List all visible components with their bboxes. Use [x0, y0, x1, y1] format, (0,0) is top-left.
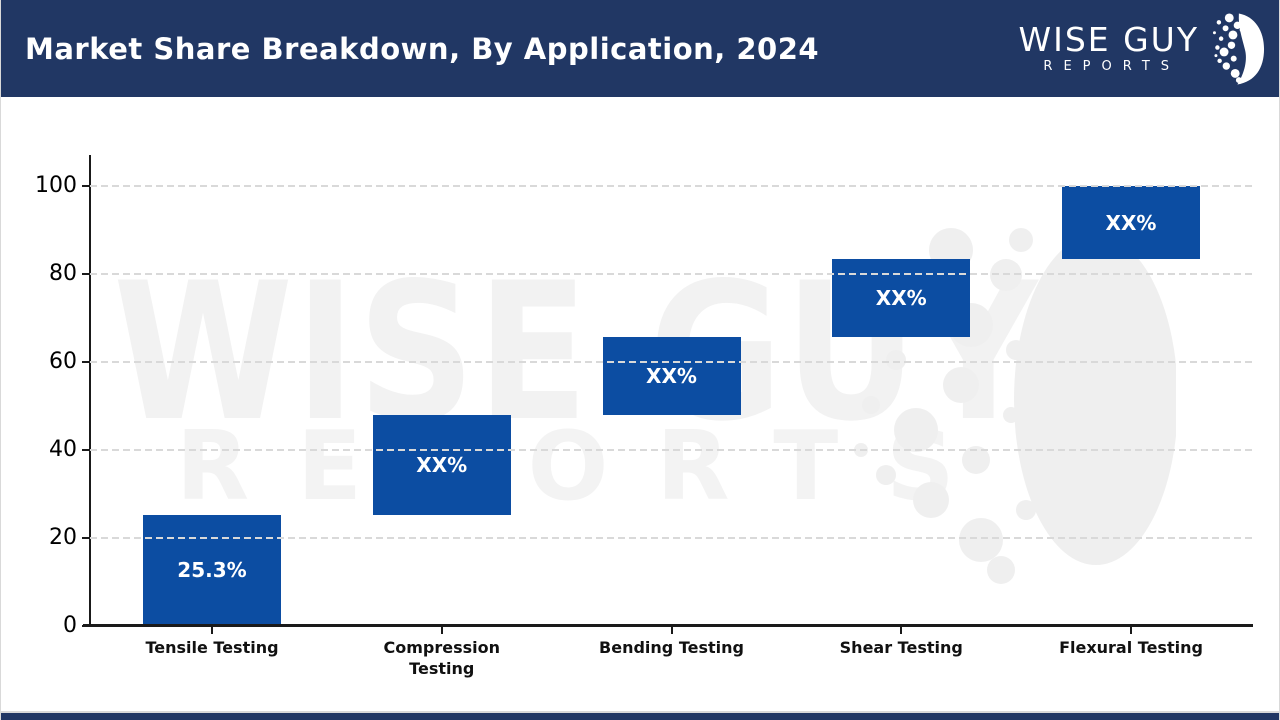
bar-compression-testing: XX% [372, 414, 511, 515]
page-title: Market Share Breakdown, By Application, … [25, 31, 820, 66]
logo-wordmark: WISE GUY [1018, 19, 1199, 59]
x-tick-mark [900, 626, 903, 634]
footer-bar [1, 711, 1279, 720]
watermark-reports: REPORTS [176, 412, 1003, 522]
y-tick-label-40: 40 [49, 437, 77, 462]
y-tick-mark-100 [82, 185, 90, 187]
category-label-5: Flexural Testing [1059, 638, 1203, 657]
logo-text: WISE GUY REPORTS [1018, 19, 1199, 75]
y-tick-mark-80 [82, 273, 90, 275]
header-banner: Market Share Breakdown, By Application, … [1, 0, 1279, 97]
y-tick-label-0: 0 [63, 613, 77, 638]
bar-value-label: 25.3% [177, 558, 247, 583]
y-tick-label-100: 100 [35, 173, 77, 198]
bar-value-label: XX% [1105, 210, 1157, 235]
bar-shear-testing: XX% [832, 259, 971, 337]
head-profile-icon [1212, 12, 1265, 85]
y-tick-mark-60 [82, 361, 90, 363]
bar-tensile-testing: 25.3% [143, 514, 281, 626]
y-tick-label-60: 60 [49, 349, 77, 374]
category-label-1: Tensile Testing [145, 638, 279, 657]
y-tick-label-20: 20 [49, 525, 77, 550]
x-tick-mark [440, 626, 443, 634]
gridline-40 [90, 449, 1253, 451]
bar-value-label: XX% [875, 286, 927, 311]
y-tick-label-80: 80 [49, 261, 77, 286]
category-label-3: Bending Testing [599, 638, 744, 657]
y-tick-mark-20 [82, 537, 90, 539]
bar-value-label: XX% [416, 452, 468, 477]
gridline-100 [90, 185, 1253, 187]
x-tick-mark [1130, 626, 1132, 634]
bar-flexural-testing: XX% [1062, 186, 1200, 260]
y-axis-line [89, 155, 91, 626]
category-label-4: Shear Testing [839, 638, 963, 657]
gridline-80 [90, 273, 1253, 275]
y-tick-mark-40 [82, 449, 90, 451]
bar-value-label: XX% [646, 363, 697, 388]
category-label-2: Compression Testing [383, 638, 500, 678]
bar-bending-testing: XX% [602, 336, 741, 415]
x-tick-mark [211, 626, 213, 634]
gridline-60 [90, 361, 1253, 363]
x-axis-line [83, 624, 1253, 627]
wise-guy-logo: WISE GUY REPORTS [1018, 10, 1267, 88]
logo-reports-line: REPORTS [1043, 58, 1181, 74]
gridline-20 [90, 537, 1253, 539]
x-tick-mark [670, 626, 673, 634]
chart-area: 25.3% XX% XX% XX% XX% 0 20 40 60 80 100 Tensile Te… [1, 97, 1279, 713]
